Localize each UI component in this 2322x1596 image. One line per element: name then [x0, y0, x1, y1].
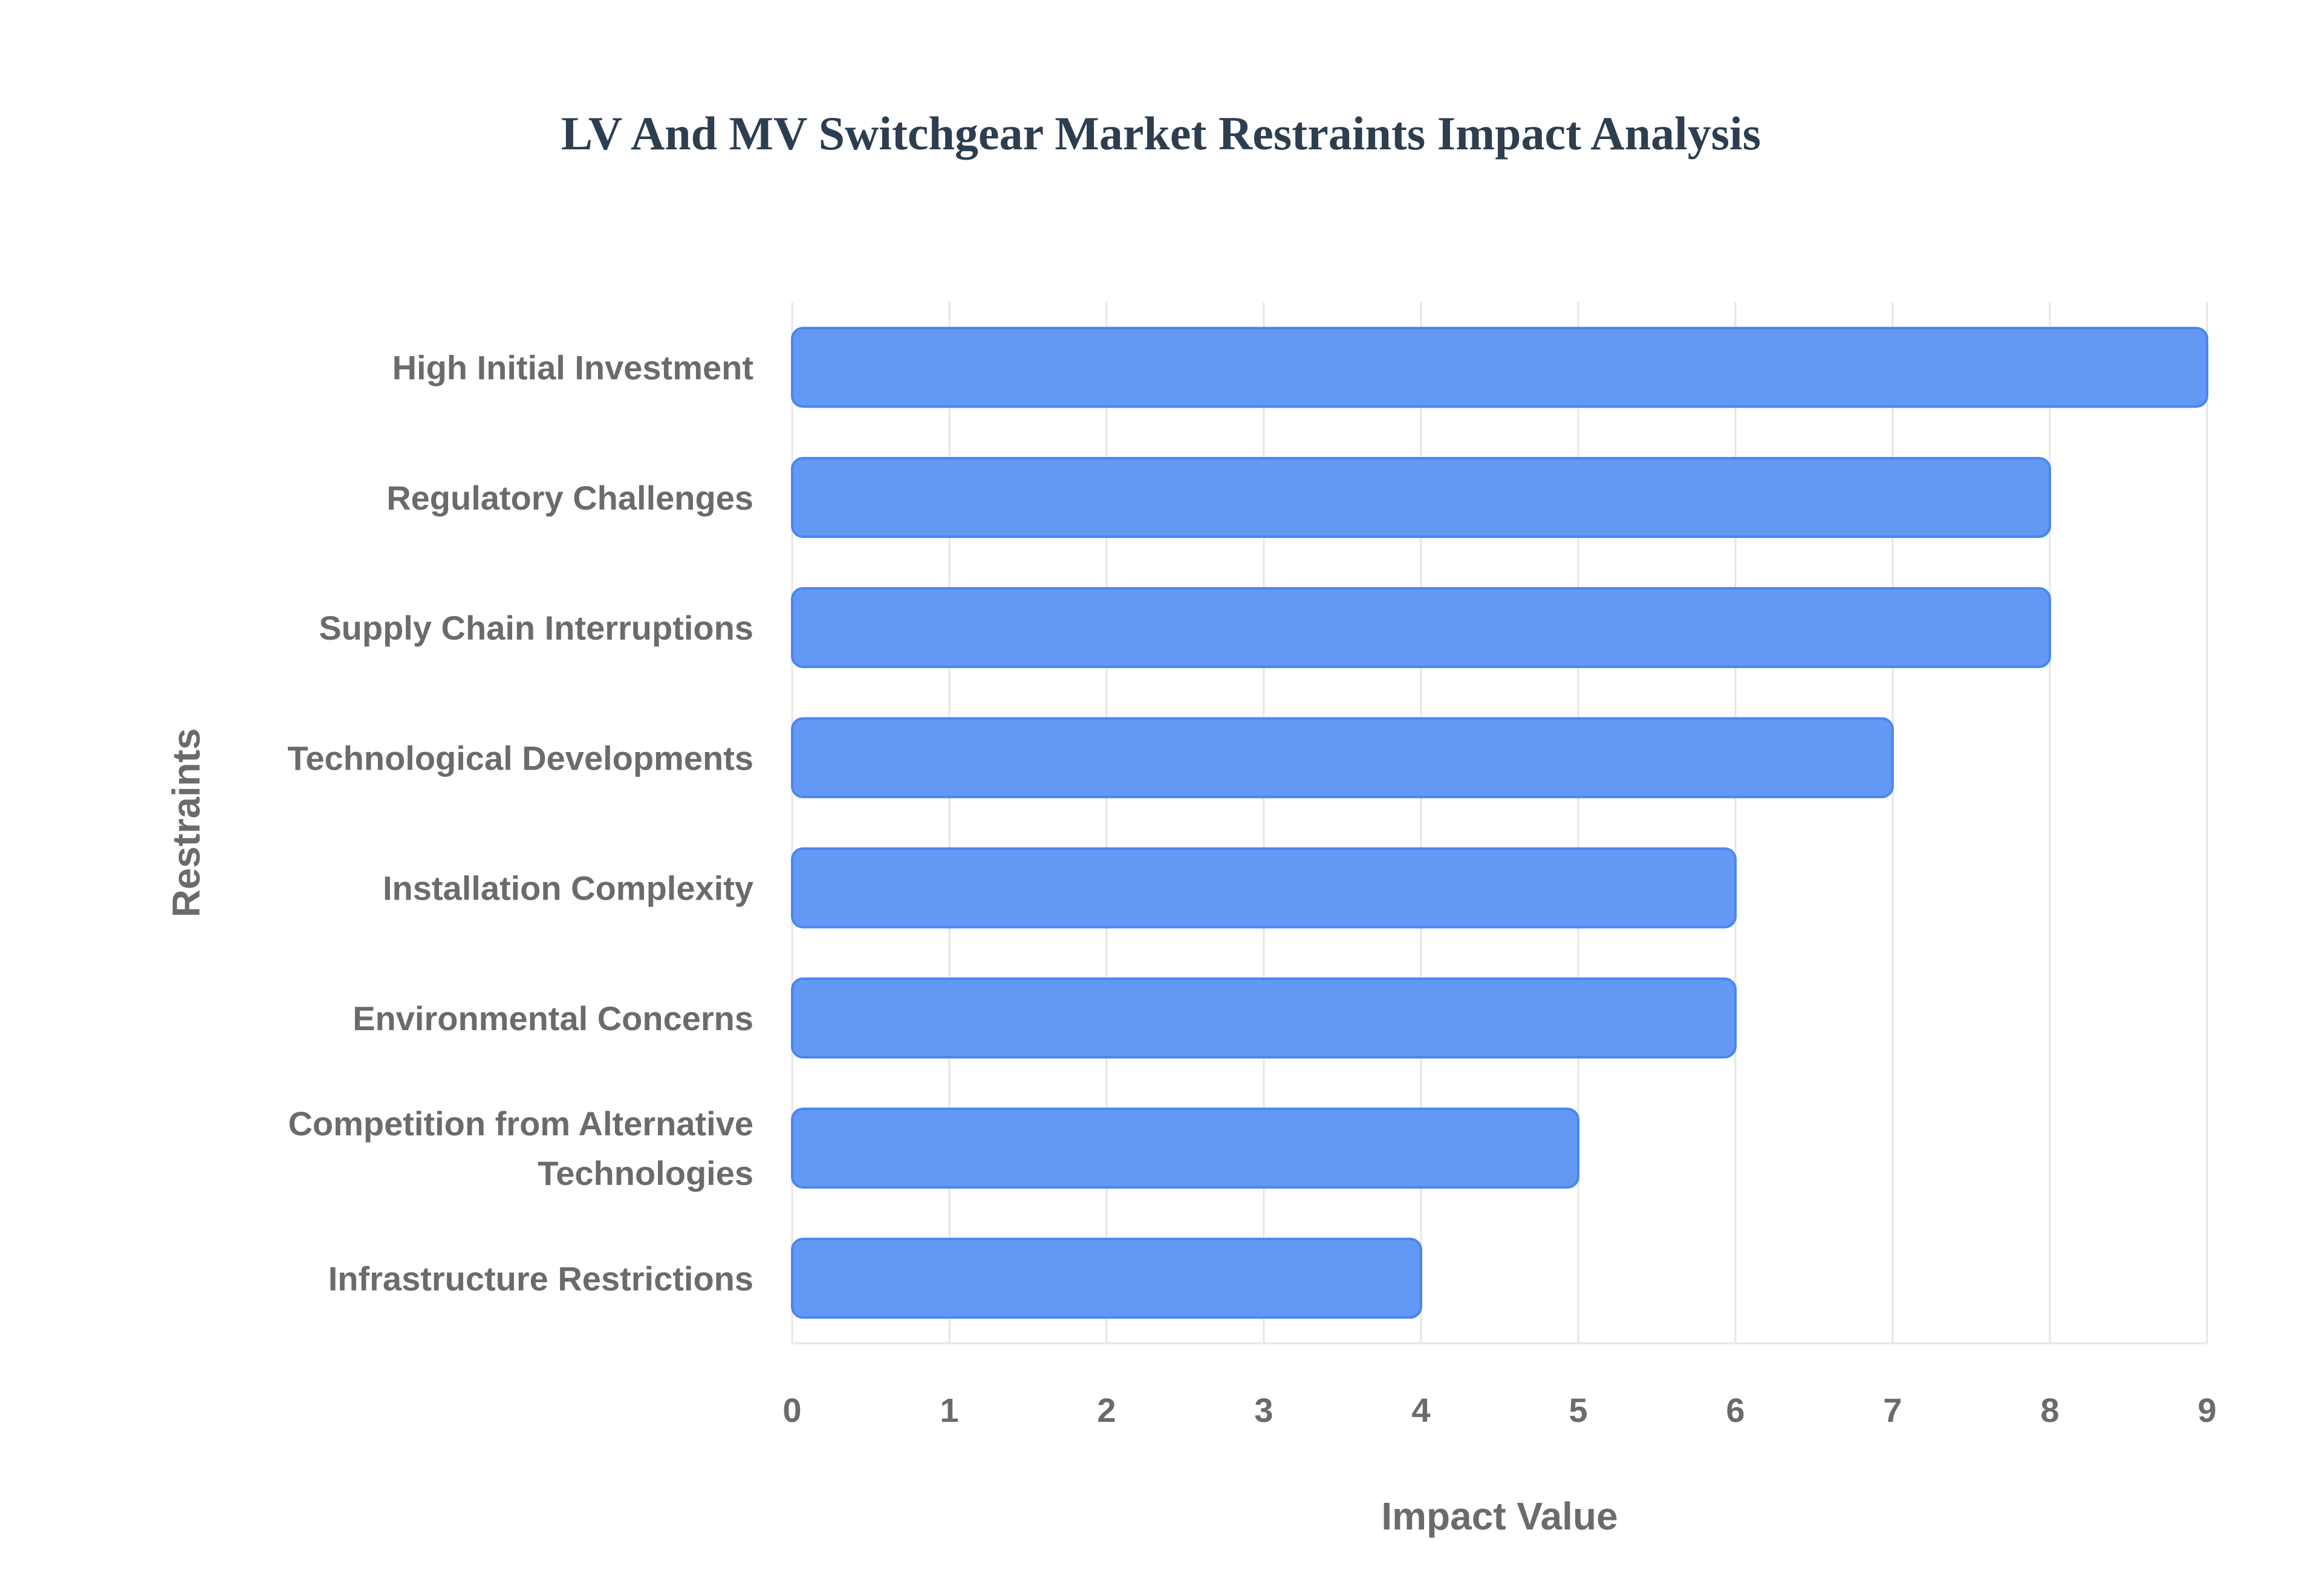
y-axis-title: Restraints	[164, 728, 208, 918]
bar	[791, 1108, 1579, 1189]
x-axis-title: Impact Value	[1381, 1494, 1618, 1538]
chart-title: LV And MV Switchgear Market Restraints I…	[561, 107, 1761, 160]
y-category-label: Environmental Concerns	[353, 999, 753, 1037]
bar	[791, 587, 2051, 669]
x-tick-label: 9	[2197, 1391, 2216, 1429]
y-category-label: Supply Chain Interruptions	[319, 609, 753, 647]
x-tick-label: 0	[782, 1391, 801, 1429]
bar	[791, 977, 1737, 1059]
bar	[791, 717, 1894, 799]
x-tick-label: 2	[1097, 1391, 1116, 1429]
x-tick-label: 3	[1254, 1391, 1273, 1429]
bar	[791, 1238, 1422, 1319]
x-tick-label: 5	[1569, 1391, 1587, 1429]
x-tick-label: 6	[1726, 1391, 1745, 1429]
x-tick-label: 4	[1411, 1391, 1430, 1429]
x-tick-label: 7	[1883, 1391, 1902, 1429]
y-category-label: High Initial Investment	[392, 349, 753, 387]
x-tick-label: 1	[940, 1391, 958, 1429]
y-category-label: Infrastructure Restrictions	[328, 1259, 753, 1297]
bar	[791, 847, 1737, 929]
bar	[791, 326, 2208, 408]
y-category-label: Regulatory Challenges	[386, 479, 753, 517]
x-tick-label: 8	[2040, 1391, 2059, 1429]
y-category-label: Installation Complexity	[383, 869, 753, 907]
y-category-label: Technological Developments	[287, 739, 753, 777]
bar	[791, 456, 2051, 538]
y-category-label: Competition from Alternative Technologies	[288, 1105, 753, 1192]
